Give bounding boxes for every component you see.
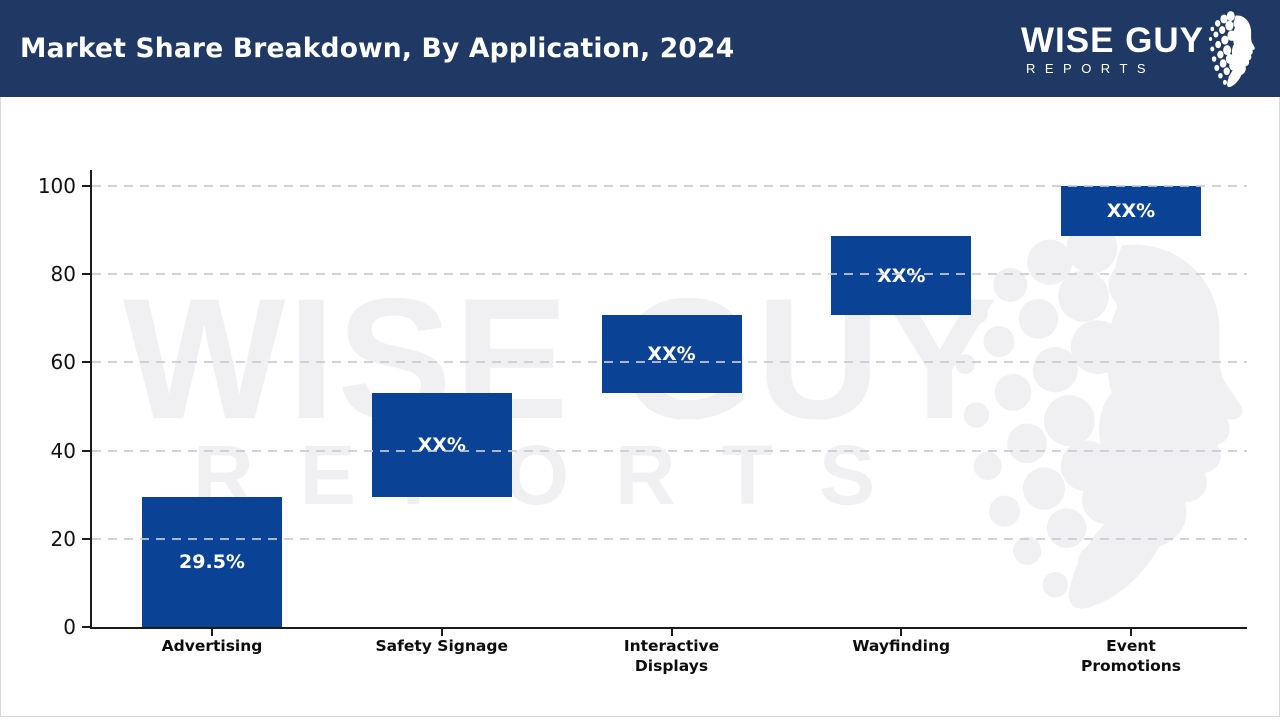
gridline <box>92 537 1247 540</box>
plot-area: 0 20 40 60 80 100 29.5% Advertising XX% Safety Si… <box>38 170 1247 675</box>
y-axis-tick <box>82 449 90 452</box>
bar-value-label: XX% <box>647 343 696 366</box>
x-category-label: Event Promotions <box>1080 637 1182 676</box>
bar-event-promotions: XX% <box>1061 186 1201 237</box>
x-axis-tick <box>670 629 673 636</box>
y-axis-tick <box>82 273 90 276</box>
x-axis-tick <box>900 629 903 636</box>
y-tick-label: 40 <box>50 438 76 463</box>
x-category-label: Wayfinding <box>852 637 951 655</box>
y-axis-tick <box>82 537 90 540</box>
bar-value-label: XX% <box>1106 200 1156 223</box>
bar-value-label: 29.5% <box>179 550 245 573</box>
y-axis-tick <box>82 626 90 628</box>
x-category-label: Advertising <box>161 637 263 655</box>
y-tick-label: 20 <box>50 526 76 551</box>
y-tick-label: 60 <box>50 350 76 375</box>
gridline <box>92 273 1247 276</box>
bar-safety-signage: XX% <box>371 393 512 497</box>
x-category-label: Safety Signage <box>375 637 508 655</box>
logo-head-icon <box>1206 10 1260 88</box>
bar-wayfinding: XX% <box>831 236 972 316</box>
y-tick-label: 100 <box>37 174 76 198</box>
gridline <box>92 361 1247 364</box>
x-axis-tick <box>1130 629 1132 636</box>
x-axis-tick <box>440 629 443 636</box>
y-axis-tick <box>82 185 90 187</box>
gridline <box>92 449 1247 452</box>
brand-logo: WISE GUY REPORTS <box>1021 10 1260 88</box>
bar-value-label: XX% <box>877 264 926 287</box>
gridline <box>92 185 1247 187</box>
y-axis-tick <box>82 361 90 364</box>
x-axis-tick <box>211 629 213 636</box>
chart-card: WISE GUY REPORTS 0 20 40 60 80 100 29.5% Advert… <box>0 97 1280 717</box>
page-title: Market Share Breakdown, By Application, … <box>20 33 735 64</box>
bar-value-label: XX% <box>417 434 466 457</box>
bar-advertising: 29.5% <box>142 496 282 627</box>
y-tick-label: 0 <box>63 615 76 639</box>
x-category-label: Interactive Displays <box>623 637 720 676</box>
y-tick-label: 80 <box>50 262 76 287</box>
logo-wordmark: WISE GUY <box>1020 20 1204 60</box>
header: Market Share Breakdown, By Application, … <box>0 0 1280 97</box>
bar-interactive-displays: XX% <box>601 315 742 394</box>
logo-wordmark-block: WISE GUY REPORTS <box>1021 23 1204 75</box>
logo-subtext: REPORTS <box>1025 60 1156 76</box>
